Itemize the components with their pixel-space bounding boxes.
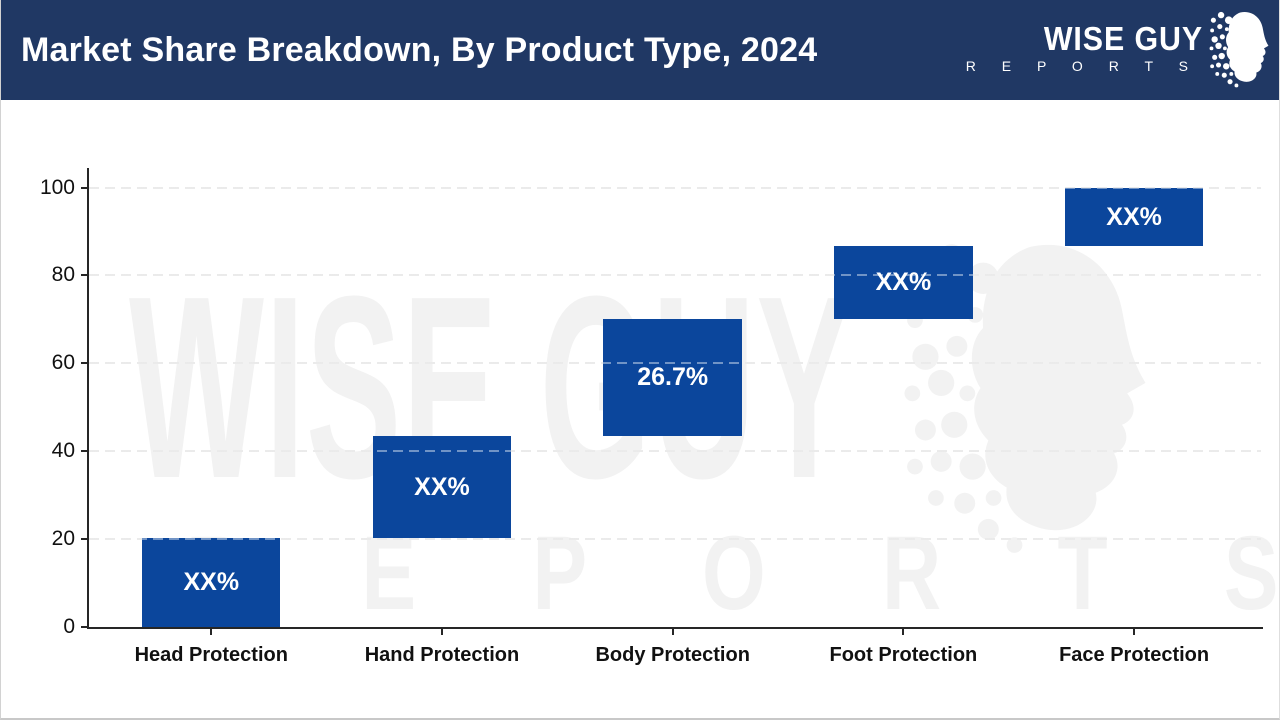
x-category-label: Hand Protection	[364, 644, 520, 666]
x-tick-mark	[1133, 629, 1136, 635]
x-tick-mark	[671, 629, 674, 635]
y-tick-mark	[81, 362, 89, 365]
wiseguy-logo: WISE GUY R E P O R T S	[966, 0, 1273, 100]
bar-segment: XX%	[372, 436, 512, 539]
gridline-over-bars	[89, 538, 1261, 541]
gridline	[89, 186, 1261, 189]
y-tick-mark	[81, 186, 89, 189]
y-tick-label: 100	[39, 175, 75, 199]
bar-value-label: XX%	[875, 268, 932, 297]
x-category-label: Foot Protection	[829, 644, 978, 666]
bar-segment: XX%	[1064, 187, 1204, 247]
bar-segment: 26.7%	[603, 318, 742, 437]
y-tick-mark	[81, 626, 89, 628]
y-tick-label: 20	[51, 527, 75, 551]
bar-segment: XX%	[834, 246, 973, 319]
gridline	[89, 538, 1261, 541]
y-tick-label: 60	[51, 351, 75, 375]
watermark-face-icon	[904, 244, 1146, 553]
header-bar: Market Share Breakdown, By Product Type,…	[1, 0, 1279, 100]
gridline	[89, 450, 1261, 453]
gridline-over-bars	[89, 450, 1261, 453]
x-tick-mark	[210, 629, 213, 635]
x-axis-line	[87, 627, 1263, 629]
bar-value-label: XX%	[1106, 202, 1162, 231]
logo-reports-text: R E P O R T S	[965, 58, 1199, 74]
bar-segment: XX%	[142, 538, 281, 627]
chart-title: Market Share Breakdown, By Product Type,…	[21, 30, 818, 69]
bar-value-label: 26.7%	[637, 363, 709, 392]
y-tick-label: 0	[63, 615, 75, 638]
y-tick-mark	[81, 538, 89, 541]
x-tick-mark	[902, 629, 905, 635]
gridline-over-bars	[89, 362, 1261, 365]
x-category-label: Face Protection	[1059, 644, 1210, 666]
bar-value-label: XX%	[414, 472, 470, 501]
gridline	[89, 274, 1261, 277]
y-tick-mark	[81, 450, 89, 453]
bar-value-label: XX%	[183, 568, 240, 597]
y-tick-mark	[81, 274, 89, 277]
gridline-over-bars	[89, 186, 1261, 189]
x-category-label: Body Protection	[595, 644, 750, 666]
y-tick-label: 40	[51, 439, 75, 463]
logo-wordmark: WISE GUY	[1043, 20, 1203, 57]
gridline-over-bars	[89, 274, 1261, 277]
logo-face-icon	[1209, 11, 1269, 88]
y-axis-line	[87, 168, 89, 629]
y-tick-label: 80	[51, 263, 75, 287]
x-category-label: Head Protection	[134, 644, 288, 666]
x-tick-mark	[440, 629, 443, 635]
